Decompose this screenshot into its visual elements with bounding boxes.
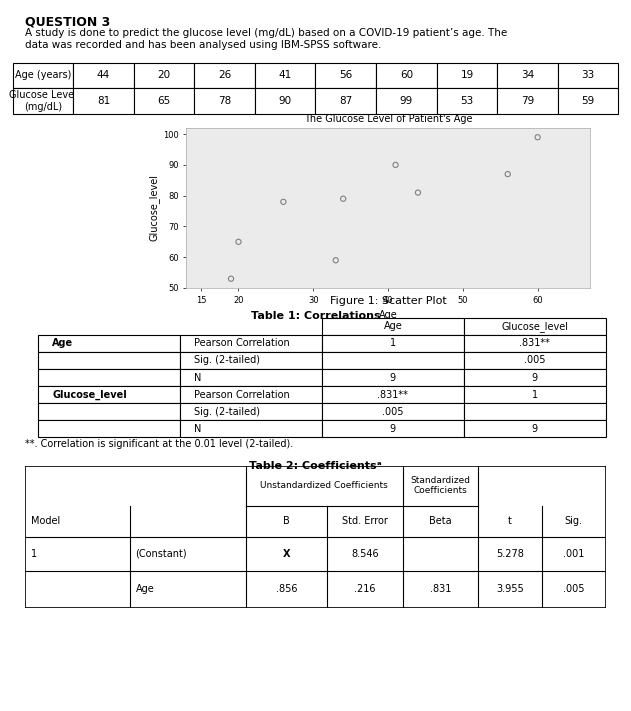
Text: **. Correlation is significant at the 0.01 level (2-tailed).: **. Correlation is significant at the 0.… <box>25 439 293 449</box>
Text: Unstandardized Coefficients: Unstandardized Coefficients <box>261 481 388 490</box>
Point <box>391 159 401 171</box>
Text: Standardized
Coefficients: Standardized Coefficients <box>410 476 470 496</box>
Text: B: B <box>283 516 290 526</box>
Text: .831: .831 <box>430 584 451 594</box>
Text: Std. Error: Std. Error <box>342 516 388 526</box>
Point <box>331 255 341 266</box>
Text: Model: Model <box>31 516 61 526</box>
Title: The Glucose Level of Patient's Age: The Glucose Level of Patient's Age <box>304 114 473 124</box>
X-axis label: Age: Age <box>379 310 398 320</box>
Text: .001: .001 <box>563 549 584 559</box>
Text: Figure 1: Scatter Plot: Figure 1: Scatter Plot <box>329 296 447 306</box>
Text: X: X <box>283 549 290 559</box>
Point <box>533 132 543 143</box>
Y-axis label: Glucose_level: Glucose_level <box>149 174 160 242</box>
Text: t: t <box>508 516 512 526</box>
Point <box>226 273 236 284</box>
Text: A study is done to predict the glucose level (mg/dL) based on a COVID-19 patient: A study is done to predict the glucose l… <box>25 28 507 50</box>
Point <box>338 193 348 205</box>
Text: Beta: Beta <box>429 516 452 526</box>
Point <box>413 187 423 198</box>
Text: .005: .005 <box>563 584 584 594</box>
Text: 5.278: 5.278 <box>496 549 524 559</box>
Text: Age: Age <box>136 584 155 594</box>
Text: 3.955: 3.955 <box>496 584 524 594</box>
Text: QUESTION 3: QUESTION 3 <box>25 16 110 28</box>
Text: 1: 1 <box>31 549 37 559</box>
Point <box>278 196 288 208</box>
Text: .856: .856 <box>276 584 297 594</box>
Point <box>233 236 244 247</box>
Text: Sig.: Sig. <box>565 516 583 526</box>
Point <box>503 169 513 180</box>
Text: .216: .216 <box>354 584 375 594</box>
Text: (Constant): (Constant) <box>136 549 187 559</box>
Text: 8.546: 8.546 <box>351 549 379 559</box>
Text: Table 2: Coefficientsᵃ: Table 2: Coefficientsᵃ <box>249 461 382 471</box>
Text: Table 1: Correlations: Table 1: Correlations <box>251 311 380 321</box>
